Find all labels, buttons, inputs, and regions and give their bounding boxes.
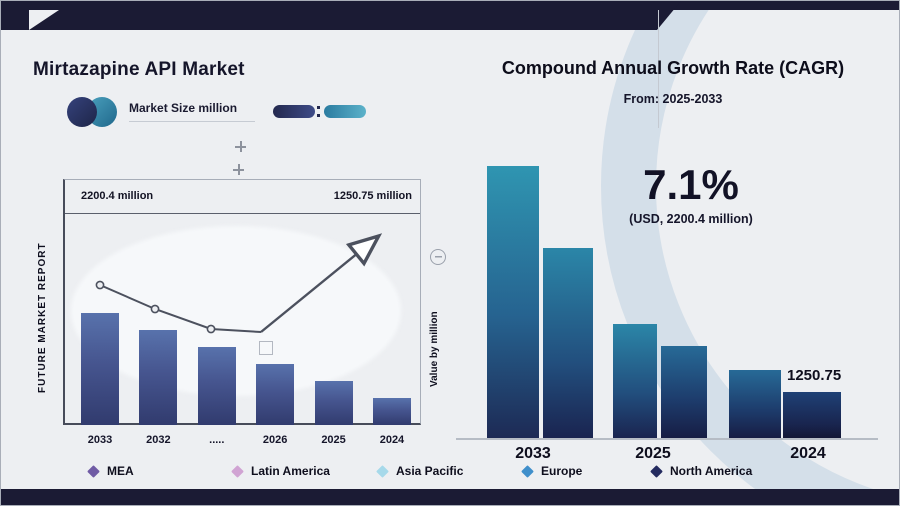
region-legend: MEA Latin America Asia Pacific Europe North … xyxy=(1,464,899,490)
legend-diamond-icon xyxy=(376,464,389,478)
page-title: Mirtazapine API Market xyxy=(33,59,245,80)
vertical-divider-line xyxy=(658,10,659,128)
market-bar-column: 2026 xyxy=(256,364,295,451)
right-chart-y-axis-label: Value by million xyxy=(429,311,440,387)
market-x-axis-label: 2026 xyxy=(262,434,288,446)
market-bar-column: ..... xyxy=(197,347,236,451)
chart-header-rule xyxy=(65,213,420,214)
market-bar xyxy=(139,330,178,425)
legend-diamond-icon xyxy=(521,464,534,478)
legend-label: Europe xyxy=(541,464,583,478)
market-size-chart: 2200.4 million 1250.75 million xyxy=(63,179,421,425)
teal-pill-icon xyxy=(324,105,366,118)
legend-item-latin-america: Latin America xyxy=(231,464,330,478)
market-x-axis-label: 2025 xyxy=(321,434,346,446)
navy-circle-icon xyxy=(67,97,97,127)
start-value-label: 2200.4 million xyxy=(81,190,154,202)
legend-diamond-icon xyxy=(87,464,100,478)
market-bar xyxy=(81,313,119,425)
cagr-bar xyxy=(543,248,593,438)
cagr-bar xyxy=(487,166,539,438)
cagr-axis-line xyxy=(456,438,878,440)
market-bar-column: 2024 xyxy=(372,398,411,451)
navy-pill-icon xyxy=(273,105,315,118)
plus-icon xyxy=(233,164,244,175)
market-x-axis-label: 2032 xyxy=(146,434,171,446)
market-x-axis-label: 2033 xyxy=(87,434,113,446)
legend-diamond-icon xyxy=(231,464,244,478)
market-bar xyxy=(372,398,411,425)
left-chart-y-axis-label: FUTURE MARKET REPORT xyxy=(37,242,48,394)
bottom-band xyxy=(1,489,899,505)
plus-icon xyxy=(235,141,246,152)
legend-label: Latin America xyxy=(251,464,330,478)
legend-diamond-icon xyxy=(650,464,663,478)
legend-underline xyxy=(129,121,255,122)
cagr-subtitle: From: 2025-2033 xyxy=(623,92,723,106)
market-x-axis-label: 2024 xyxy=(379,434,405,446)
market-size-legend-label: Market Size million xyxy=(129,101,238,115)
market-bar xyxy=(256,364,295,425)
market-bar-column: 2032 xyxy=(139,330,178,451)
top-band-trapezoid xyxy=(0,1,681,30)
legend-item-asia-pacific: Asia Pacific xyxy=(376,464,464,478)
cagr-x-axis-label: 2024 xyxy=(790,445,826,462)
cagr-end-value-label: 1250.75 xyxy=(787,367,842,384)
cagr-basis-note: (USD, 2200.4 million) xyxy=(629,212,753,226)
square-outline-icon xyxy=(259,341,273,355)
cagr-bars: 2033 2025 2024 xyxy=(463,166,878,462)
legend-label: Asia Pacific xyxy=(396,464,464,478)
cagr-bar xyxy=(613,324,657,438)
legend-item-europe: Europe xyxy=(521,464,583,478)
circle-minus-icon xyxy=(430,249,446,265)
market-bar-column: 2033 xyxy=(81,313,119,451)
legend-label: North America xyxy=(670,464,753,478)
cagr-percent-value: 7.1% xyxy=(643,161,739,208)
cagr-title: Compound Annual Growth Rate (CAGR) xyxy=(501,58,845,78)
end-value-label: 1250.75 million xyxy=(333,190,412,202)
cagr-x-axis-label: 2033 xyxy=(515,445,551,462)
cagr-x-axis-label: 2025 xyxy=(635,445,671,462)
cagr-bar xyxy=(661,346,707,438)
market-bar xyxy=(314,381,353,425)
market-size-bars: 2033 2032..... 2026 2025 2024 xyxy=(81,179,411,451)
colon-separator-icon xyxy=(317,106,320,117)
legend-label: MEA xyxy=(107,464,134,478)
cagr-bar xyxy=(729,370,781,438)
legend-item-mea: MEA xyxy=(87,464,134,478)
cagr-bar xyxy=(783,392,841,438)
market-x-axis-label: ..... xyxy=(209,434,225,446)
legend-item-north-america: North America xyxy=(650,464,753,478)
market-bar xyxy=(197,347,236,425)
market-bar-column: 2025 xyxy=(314,381,353,451)
top-band-notch xyxy=(29,10,59,30)
market-size-icon xyxy=(67,96,119,128)
